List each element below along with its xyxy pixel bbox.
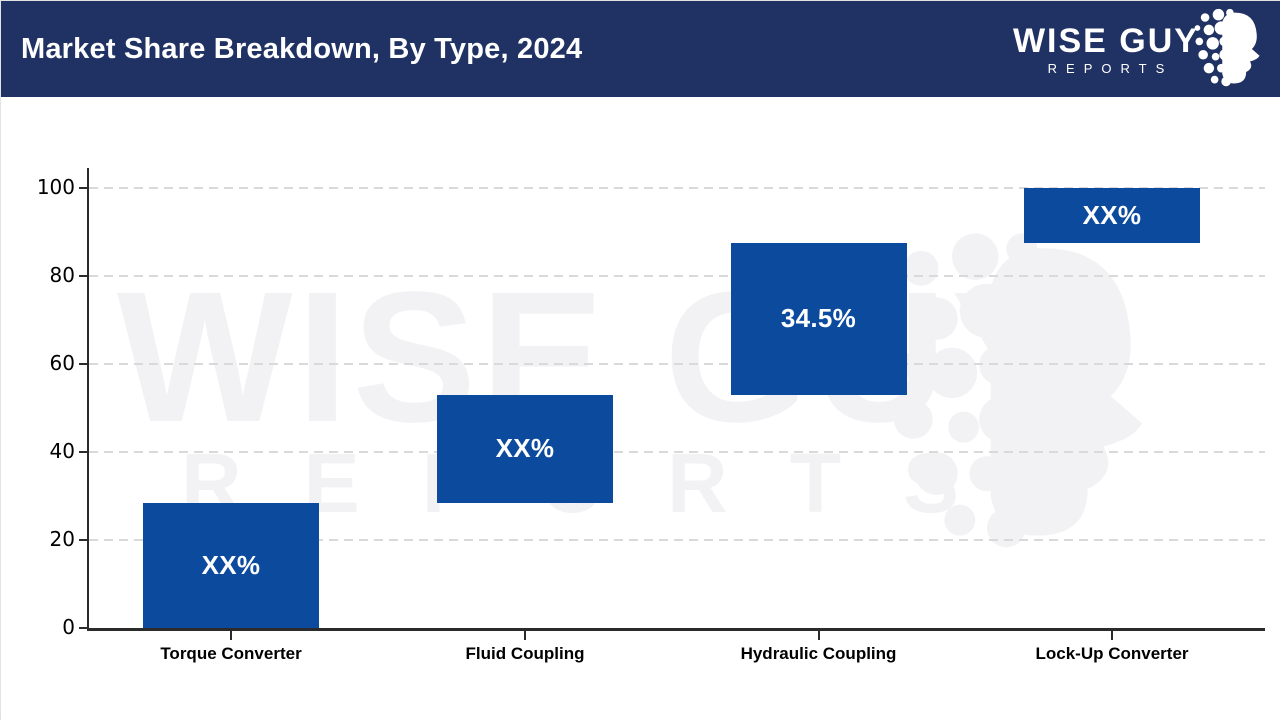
bar-segment: XX% (143, 502, 319, 628)
y-tick-mark-100 (79, 187, 87, 189)
gridline-40 (89, 451, 1265, 453)
bar-value-label: 34.5% (780, 303, 857, 334)
x-axis-line (87, 628, 1265, 631)
wiseguy-head-icon (1194, 8, 1260, 87)
bar-segment: XX% (1024, 188, 1200, 243)
y-tick-label-0: 0 (62, 615, 75, 639)
y-tick-mark-0 (79, 627, 87, 629)
wiseguy-logo: WISE GUY REPORTS (1013, 7, 1267, 93)
header-bar: Market Share Breakdown, By Type, 2024 WI… (1, 1, 1280, 97)
bar-value-label: XX% (201, 549, 261, 580)
bar-segment: XX% (437, 394, 613, 503)
head-watermark-icon (878, 233, 1142, 548)
page-title: Market Share Breakdown, By Type, 2024 (21, 32, 583, 65)
y-tick-mark-60 (79, 363, 87, 365)
x-tick-mark (524, 631, 526, 640)
bar-value-label: XX% (1082, 200, 1142, 230)
gridline-20 (89, 539, 1265, 541)
logo-text: WISE GUY REPORTS (1012, 21, 1199, 77)
category-label: Lock-Up Converter (1035, 644, 1189, 663)
y-tick-mark-20 (79, 539, 87, 541)
category-label: Torque Converter (160, 644, 302, 663)
category-label: Hydraulic Coupling (740, 644, 897, 663)
y-tick-label-80: 80 (49, 263, 75, 287)
gridline-60 (89, 363, 1265, 365)
x-tick-mark (1111, 631, 1113, 640)
category-label: Fluid Coupling (465, 644, 585, 663)
bar-value-label: XX% (495, 433, 555, 464)
gridline-80 (89, 275, 1265, 277)
y-tick-label-40: 40 (49, 439, 75, 463)
y-tick-label-20: 20 (49, 527, 75, 551)
y-tick-label-60: 60 (49, 351, 75, 375)
logo-wordmark: WISE GUY (1012, 21, 1199, 60)
x-tick-mark (230, 631, 232, 640)
y-tick-mark-40 (79, 451, 87, 453)
y-tick-mark-80 (79, 275, 87, 277)
logo-subtitle: REPORTS (1047, 61, 1174, 77)
x-tick-mark (817, 631, 820, 640)
y-axis-line (87, 168, 89, 631)
y-tick-label-100: 100 (36, 175, 75, 199)
gridline-100 (89, 187, 1265, 189)
bar-segment: 34.5% (730, 243, 907, 395)
